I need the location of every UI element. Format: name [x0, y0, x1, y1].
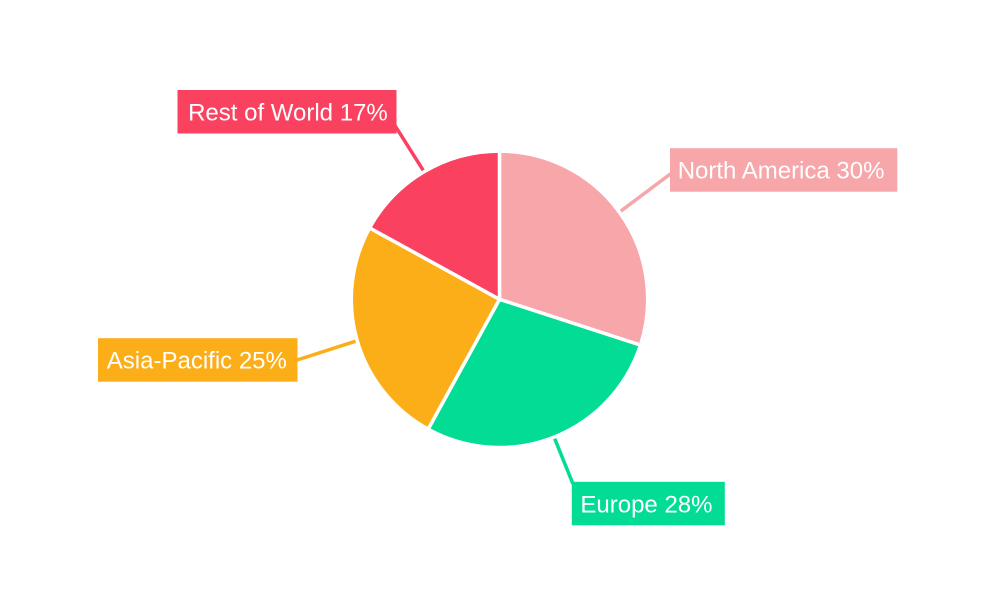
svg-text:Rest of World 17%: Rest of World 17%: [188, 100, 388, 127]
svg-text:Asia-Pacific 25%: Asia-Pacific 25%: [107, 348, 287, 375]
svg-text:North America 30%: North America 30%: [678, 158, 885, 185]
svg-text:Europe 28%: Europe 28%: [580, 491, 712, 518]
